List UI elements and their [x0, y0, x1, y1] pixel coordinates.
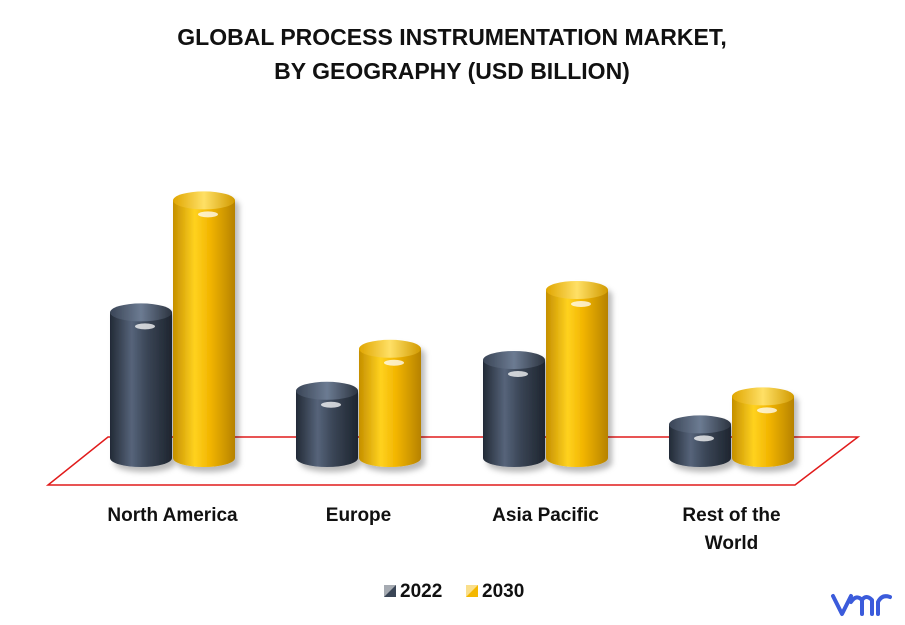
bar-asia-pacific-2030 — [546, 281, 608, 467]
legend-item-2022: 2022 — [384, 581, 442, 602]
category-label-asia-pacific: Asia Pacific — [492, 505, 599, 526]
category-label-europe: Europe — [326, 505, 391, 526]
category-label-north-america: North America — [107, 505, 238, 526]
bar-north-america-2030 — [173, 191, 235, 467]
bar-asia-pacific-2022 — [483, 351, 545, 467]
chart-title-line-2: BY GEOGRAPHY (USD BILLION) — [274, 58, 630, 84]
bar-rest-of-the-world-2030 — [732, 387, 794, 467]
vmr-logo — [831, 594, 892, 616]
bar-north-america-2022 — [110, 303, 172, 467]
category-labels: North America Europe Asia Pacific Rest of t… — [107, 505, 780, 554]
legend: 2022 2030 — [384, 581, 524, 602]
legend-item-2030: 2030 — [466, 581, 524, 602]
bar-europe-2030 — [359, 339, 421, 467]
category-label-rest-of-the-world-line-2: World — [705, 533, 758, 554]
legend-label-2030: 2030 — [482, 581, 524, 602]
chart-title-line-1: GLOBAL PROCESS INSTRUMENTATION MARKET, — [177, 24, 726, 50]
bars-layer — [110, 191, 794, 467]
bar-rest-of-the-world-2022 — [669, 415, 731, 467]
vmr-logo-mark — [831, 594, 892, 616]
chart-title: GLOBAL PROCESS INSTRUMENTATION MARKET, B… — [177, 24, 726, 84]
legend-label-2022: 2022 — [400, 581, 442, 602]
bar-europe-2022 — [296, 381, 358, 467]
category-label-rest-of-the-world-line-1: Rest of the — [682, 505, 780, 526]
